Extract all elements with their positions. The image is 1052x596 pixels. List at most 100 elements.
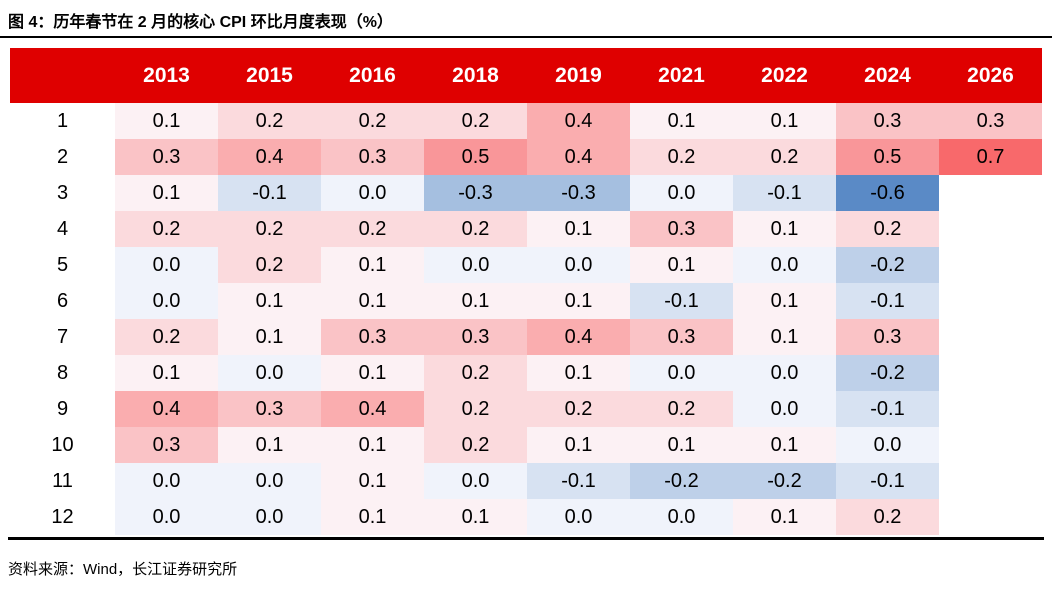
- value-cell: 0.0: [115, 283, 218, 319]
- month-label: 4: [56, 218, 69, 240]
- value-cell: 0.0: [218, 355, 321, 391]
- value-cell: 0.1: [630, 427, 733, 463]
- value-cell: 0.0: [424, 247, 527, 283]
- year-header: 2019: [527, 48, 630, 103]
- value-cell: 0.0: [115, 247, 218, 283]
- value-cell: 0.0: [630, 499, 733, 535]
- value-cell: 0.1: [733, 319, 836, 355]
- value-cell: 0.2: [630, 391, 733, 427]
- value-cell: 0.2: [527, 391, 630, 427]
- value-cell: 0.1: [321, 283, 424, 319]
- year-header: 2013: [115, 48, 218, 103]
- value-cell: 0.1: [321, 427, 424, 463]
- value-cell: 0.2: [218, 103, 321, 139]
- value-cell: 0.2: [115, 211, 218, 247]
- month-label: 7: [56, 326, 69, 348]
- value-cell: -0.2: [836, 247, 939, 283]
- year-header: 2018: [424, 48, 527, 103]
- value-cell: 0.0: [527, 499, 630, 535]
- value-cell: 0.3: [836, 103, 939, 139]
- value-cell: 0.0: [527, 247, 630, 283]
- month-label: 5: [56, 254, 69, 276]
- value-cell: 0.1: [218, 319, 321, 355]
- month-label: 9: [56, 398, 69, 420]
- year-header: 2021: [630, 48, 733, 103]
- heatmap-grid: 2013 2015 2016 2018 2019 2021 2022 2024 2026 1 0.1…: [10, 48, 1042, 535]
- value-cell: 0.2: [321, 103, 424, 139]
- value-cell: 0.0: [836, 427, 939, 463]
- value-cell: -0.2: [836, 355, 939, 391]
- title-divider: [0, 36, 1052, 38]
- value-cell: -0.3: [424, 175, 527, 211]
- value-cell: 0.4: [527, 139, 630, 175]
- value-cell: 0.4: [218, 139, 321, 175]
- value-cell: -0.1: [836, 283, 939, 319]
- value-cell: 0.0: [733, 247, 836, 283]
- value-cell: -0.2: [630, 463, 733, 499]
- value-cell: 0.1: [321, 247, 424, 283]
- value-cell: 0.0: [630, 355, 733, 391]
- month-label: 11: [52, 470, 73, 492]
- month-label: 6: [56, 290, 69, 312]
- value-cell: 0.1: [527, 427, 630, 463]
- value-cell: 0.1: [527, 211, 630, 247]
- value-cell: 0.1: [733, 427, 836, 463]
- value-cell: 0.1: [527, 355, 630, 391]
- value-cell: 0.1: [733, 283, 836, 319]
- value-cell: 0.1: [630, 247, 733, 283]
- value-cell: 0.1: [321, 499, 424, 535]
- value-cell: 0.1: [733, 211, 836, 247]
- value-cell: 0.2: [733, 139, 836, 175]
- value-cell: 0.0: [424, 463, 527, 499]
- value-cell-empty: [939, 499, 1042, 535]
- value-cell: 0.1: [733, 499, 836, 535]
- value-cell: -0.6: [836, 175, 939, 211]
- value-cell-empty: [939, 463, 1042, 499]
- value-cell: 0.1: [321, 355, 424, 391]
- value-cell: 0.2: [424, 355, 527, 391]
- month-label: 1: [56, 110, 69, 132]
- value-cell: 0.0: [115, 499, 218, 535]
- value-cell: 0.0: [321, 175, 424, 211]
- value-cell: 0.4: [527, 319, 630, 355]
- year-header: 2024: [836, 48, 939, 103]
- month-label: 8: [56, 362, 69, 384]
- value-cell: 0.1: [115, 175, 218, 211]
- value-cell: 0.7: [939, 139, 1042, 175]
- value-cell-empty: [939, 247, 1042, 283]
- value-cell: 0.3: [424, 319, 527, 355]
- value-cell: -0.1: [630, 283, 733, 319]
- value-cell: -0.1: [527, 463, 630, 499]
- value-cell: -0.3: [527, 175, 630, 211]
- value-cell: 0.2: [321, 211, 424, 247]
- year-header: 2015: [218, 48, 321, 103]
- month-label: 2: [56, 146, 69, 168]
- value-cell: 0.1: [424, 499, 527, 535]
- value-cell: 0.2: [836, 211, 939, 247]
- value-cell: -0.1: [218, 175, 321, 211]
- value-cell: 0.4: [321, 391, 424, 427]
- value-cell: 0.1: [218, 427, 321, 463]
- value-cell: 0.3: [115, 427, 218, 463]
- value-cell: 0.0: [630, 175, 733, 211]
- value-cell: 0.2: [630, 139, 733, 175]
- value-cell-empty: [939, 355, 1042, 391]
- month-label: 3: [56, 182, 69, 204]
- month-label: 10: [51, 434, 74, 456]
- value-cell: 0.3: [630, 211, 733, 247]
- value-cell: 0.3: [321, 319, 424, 355]
- value-cell-empty: [939, 427, 1042, 463]
- month-label: 12: [51, 506, 74, 528]
- value-cell: 0.1: [424, 283, 527, 319]
- value-cell: 0.5: [424, 139, 527, 175]
- value-cell: -0.1: [836, 391, 939, 427]
- value-cell: 0.2: [115, 319, 218, 355]
- value-cell: 0.2: [424, 103, 527, 139]
- value-cell: 0.0: [733, 355, 836, 391]
- value-cell: 0.1: [527, 283, 630, 319]
- year-header: 2016: [321, 48, 424, 103]
- value-cell: 0.2: [218, 247, 321, 283]
- value-cell: 0.3: [630, 319, 733, 355]
- value-cell: 0.3: [218, 391, 321, 427]
- value-cell: 0.3: [939, 103, 1042, 139]
